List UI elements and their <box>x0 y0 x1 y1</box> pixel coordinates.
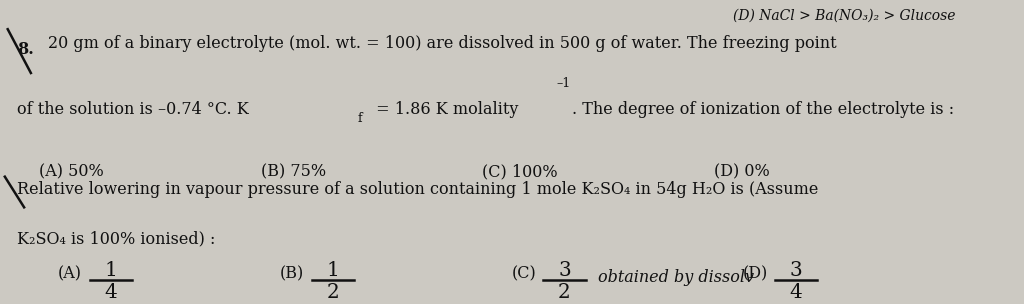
Text: f: f <box>358 112 362 126</box>
Text: 3: 3 <box>558 261 570 280</box>
Text: of the solution is –0.74 °C. K: of the solution is –0.74 °C. K <box>17 101 249 118</box>
Text: (B): (B) <box>280 266 304 283</box>
Text: 4: 4 <box>790 283 803 302</box>
Text: 2: 2 <box>558 283 570 302</box>
Text: 8.: 8. <box>17 41 34 58</box>
Text: –1: –1 <box>557 78 571 90</box>
Text: (B) 75%: (B) 75% <box>260 164 326 181</box>
Text: 2: 2 <box>327 283 339 302</box>
Text: 1: 1 <box>327 261 339 280</box>
Text: (D) NaCl > Ba(NO₃)₂ > Glucose: (D) NaCl > Ba(NO₃)₂ > Glucose <box>733 9 955 23</box>
Text: 4: 4 <box>104 283 118 302</box>
Text: . The degree of ionization of the electrolyte is :: . The degree of ionization of the electr… <box>572 101 954 118</box>
Text: (D) 0%: (D) 0% <box>714 164 770 181</box>
Text: (C): (C) <box>511 266 537 283</box>
Text: (A): (A) <box>58 266 82 283</box>
Text: K₂SO₄ is 100% ionised) :: K₂SO₄ is 100% ionised) : <box>17 231 216 248</box>
Text: = 1.86 K molality: = 1.86 K molality <box>372 101 519 118</box>
Text: 20 gm of a binary electrolyte (mol. wt. = 100) are dissolved in 500 g of water. : 20 gm of a binary electrolyte (mol. wt. … <box>48 35 837 52</box>
Text: (D): (D) <box>743 266 768 283</box>
Text: 1: 1 <box>104 261 118 280</box>
Text: (C) 100%: (C) 100% <box>482 164 558 181</box>
Text: Relative lowering in vapour pressure of a solution containing 1 mole K₂SO₄ in 54: Relative lowering in vapour pressure of … <box>17 181 819 198</box>
Text: (A) 50%: (A) 50% <box>39 164 103 181</box>
Text: 3: 3 <box>790 261 803 280</box>
Text: obtained by dissolv: obtained by dissolv <box>598 269 755 286</box>
